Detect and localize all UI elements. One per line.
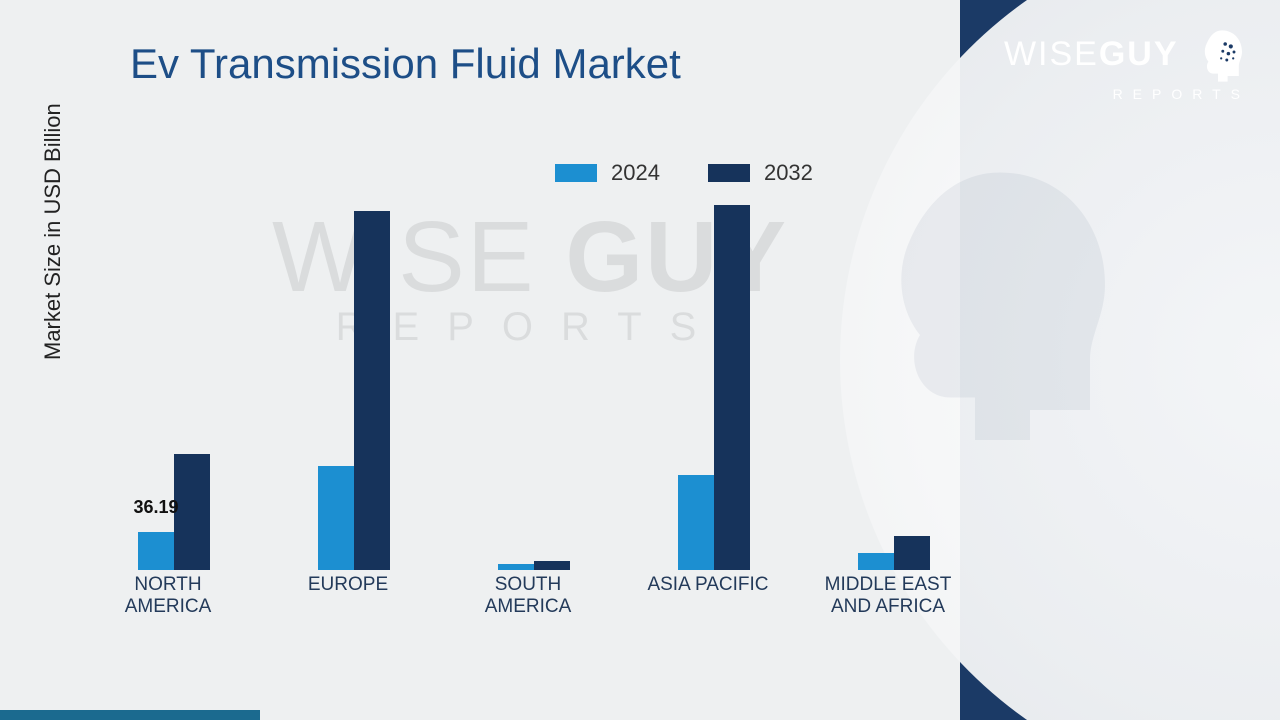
brand-logo: WISEGUY REPORTS — [1004, 28, 1250, 102]
bottom-accent-bar — [0, 710, 260, 720]
chart-canvas: WISEGUY REPORTS WISE GUY REPORTS Ev Tran… — [0, 0, 1280, 720]
legend-swatch-2032 — [708, 164, 750, 182]
legend-label-2032: 2032 — [764, 160, 813, 186]
plot-area: 36.19 — [100, 200, 960, 570]
brand-head-icon — [1194, 28, 1250, 84]
bar-2024 — [138, 532, 174, 570]
bar-2024 — [498, 564, 534, 570]
legend-item-2032: 2032 — [708, 160, 813, 186]
bar-2024 — [678, 475, 714, 570]
bar-2032 — [354, 211, 390, 570]
brand-text-guy: GUY — [1099, 35, 1179, 73]
legend-item-2024: 2024 — [555, 160, 660, 186]
legend-label-2024: 2024 — [611, 160, 660, 186]
x-axis-label: ASIA PACIFIC — [640, 574, 776, 596]
bar-2032 — [534, 561, 570, 571]
legend-swatch-2024 — [555, 164, 597, 182]
x-axis-label: SOUTH AMERICA — [460, 574, 596, 618]
bar-2032 — [894, 536, 930, 570]
bar-2024 — [858, 553, 894, 570]
brand-text-wise: WISE — [1004, 35, 1099, 73]
x-axis-label: NORTH AMERICA — [100, 574, 236, 618]
bar-2032 — [714, 205, 750, 570]
bar-2024 — [318, 466, 354, 570]
x-axis-label: EUROPE — [280, 574, 416, 596]
brand-text-reports: REPORTS — [1004, 86, 1250, 102]
y-axis-label: Market Size in USD Billion — [40, 103, 66, 360]
value-label: 36.19 — [133, 497, 178, 518]
x-axis-label: MIDDLE EAST AND AFRICA — [820, 574, 956, 618]
chart-title: Ev Transmission Fluid Market — [130, 40, 681, 88]
legend: 2024 2032 — [555, 160, 813, 186]
bar-2032 — [174, 454, 210, 570]
